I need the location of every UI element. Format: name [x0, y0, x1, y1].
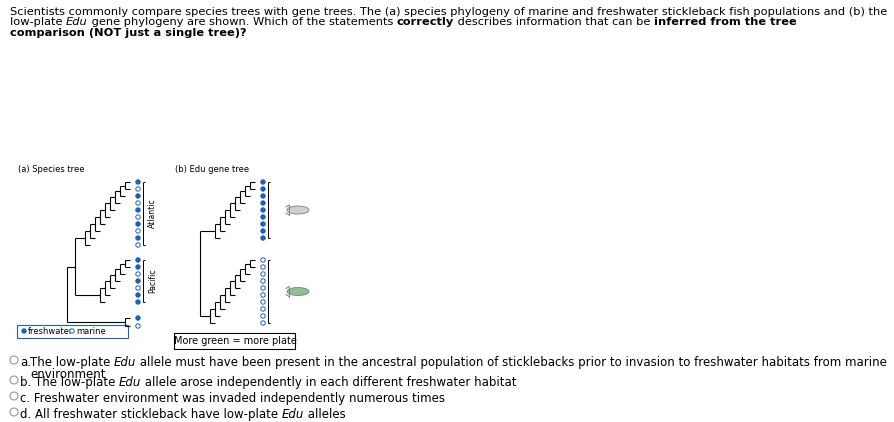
Text: alleles: alleles	[304, 408, 346, 421]
Circle shape	[136, 194, 140, 198]
Circle shape	[136, 279, 140, 283]
Circle shape	[260, 258, 265, 262]
Text: environment: environment	[30, 368, 105, 381]
Circle shape	[136, 265, 140, 269]
Circle shape	[10, 408, 18, 416]
Circle shape	[260, 229, 265, 233]
Text: low-plate: low-plate	[10, 17, 66, 27]
Text: c. Freshwater environment was invaded independently numerous times: c. Freshwater environment was invaded in…	[20, 392, 444, 405]
Text: correctly: correctly	[396, 17, 453, 27]
Circle shape	[260, 293, 265, 297]
Text: More green = more plate: More green = more plate	[173, 335, 296, 346]
FancyBboxPatch shape	[174, 333, 295, 349]
Circle shape	[260, 180, 265, 184]
Text: allele must have been present in the ancestral population of sticklebacks prior : allele must have been present in the anc…	[137, 356, 886, 369]
Text: Edu: Edu	[66, 17, 88, 27]
Circle shape	[260, 314, 265, 318]
Text: a.: a.	[20, 356, 31, 369]
Circle shape	[21, 329, 26, 333]
Ellipse shape	[287, 287, 308, 295]
Text: d. All freshwater stickleback have low-plate: d. All freshwater stickleback have low-p…	[20, 408, 282, 421]
Circle shape	[136, 293, 140, 297]
Text: describes information that can be: describes information that can be	[453, 17, 654, 27]
Text: marine: marine	[76, 327, 105, 335]
Circle shape	[136, 243, 140, 247]
Circle shape	[10, 356, 18, 364]
Text: Scientists commonly compare species trees with gene trees. The (a) species phylo: Scientists commonly compare species tree…	[10, 7, 886, 17]
Text: (b) Edu gene tree: (b) Edu gene tree	[175, 165, 249, 174]
Circle shape	[260, 187, 265, 191]
Circle shape	[136, 286, 140, 290]
Text: b. The low-plate: b. The low-plate	[20, 376, 119, 389]
Circle shape	[260, 215, 265, 219]
FancyBboxPatch shape	[18, 325, 129, 338]
Circle shape	[10, 376, 18, 384]
Text: freshwater: freshwater	[28, 327, 73, 335]
Text: comparison (NOT just a single tree)?: comparison (NOT just a single tree)?	[10, 28, 246, 38]
Circle shape	[136, 324, 140, 328]
Circle shape	[260, 265, 265, 269]
Circle shape	[260, 201, 265, 205]
Circle shape	[136, 222, 140, 226]
Text: gene phylogeny are shown. Which of the statements: gene phylogeny are shown. Which of the s…	[88, 17, 396, 27]
Circle shape	[136, 258, 140, 262]
Ellipse shape	[287, 206, 308, 214]
Circle shape	[260, 208, 265, 212]
Text: (a) Species tree: (a) Species tree	[18, 165, 84, 174]
Text: allele arose independently in each different freshwater habitat: allele arose independently in each diffe…	[141, 376, 517, 389]
Circle shape	[260, 236, 265, 240]
Circle shape	[260, 307, 265, 311]
Circle shape	[260, 222, 265, 226]
Circle shape	[260, 321, 265, 325]
Circle shape	[136, 229, 140, 233]
Text: Edu: Edu	[119, 376, 141, 389]
Text: inferred from the tree: inferred from the tree	[654, 17, 796, 27]
Text: Edu: Edu	[114, 356, 137, 369]
Text: The low-plate: The low-plate	[30, 356, 114, 369]
Text: Edu: Edu	[282, 408, 304, 421]
Text: Pacific: Pacific	[148, 269, 156, 293]
Circle shape	[136, 208, 140, 212]
Circle shape	[260, 279, 265, 283]
Circle shape	[260, 300, 265, 304]
Circle shape	[136, 201, 140, 205]
Circle shape	[136, 236, 140, 240]
Circle shape	[260, 194, 265, 198]
Circle shape	[136, 272, 140, 276]
Circle shape	[136, 180, 140, 184]
Circle shape	[136, 316, 140, 320]
Circle shape	[10, 392, 18, 400]
Circle shape	[136, 215, 140, 219]
Circle shape	[70, 329, 74, 333]
Circle shape	[136, 187, 140, 191]
Circle shape	[136, 300, 140, 304]
Circle shape	[260, 286, 265, 290]
Text: Atlantic: Atlantic	[148, 199, 156, 228]
Circle shape	[260, 272, 265, 276]
